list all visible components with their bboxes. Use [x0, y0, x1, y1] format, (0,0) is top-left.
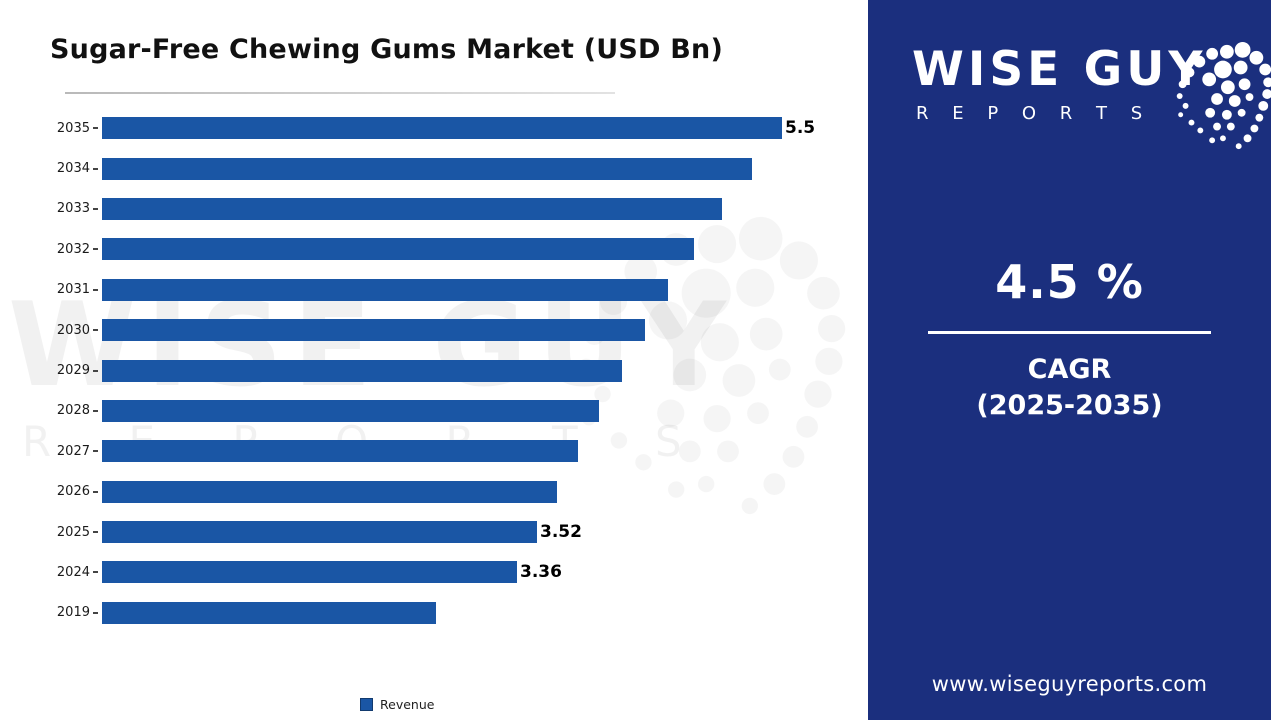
- bar-row: 2034: [50, 148, 850, 188]
- bar-value-label: 3.52: [540, 522, 582, 543]
- brand-subtitle: R E P O R T S: [916, 103, 1152, 124]
- y-axis-tick: [93, 611, 98, 614]
- bar-value-label: 3.36: [520, 562, 562, 583]
- revenue-bar-2030: [102, 319, 645, 342]
- y-axis-tick-label: 2025: [56, 524, 90, 540]
- y-axis-tick: [93, 409, 98, 412]
- legend-swatch: [360, 698, 373, 711]
- brand-logo: WISE GUY R E P O R T S: [912, 41, 1271, 158]
- y-axis-tick-label: 2024: [56, 564, 90, 580]
- y-axis-tick: [93, 490, 98, 493]
- y-axis-tick-label: 2034: [56, 161, 90, 177]
- bar-row: 2024 3.36: [50, 552, 850, 592]
- y-axis-tick: [93, 288, 98, 291]
- revenue-bar-2024: [102, 561, 517, 584]
- revenue-bar-2029: [102, 359, 622, 382]
- y-axis-tick-label: 2030: [56, 322, 90, 338]
- revenue-bar-2034: [102, 157, 752, 180]
- revenue-bar-2032: [102, 238, 694, 261]
- y-axis-tick-label: 2029: [56, 363, 90, 379]
- y-axis-tick: [93, 531, 98, 534]
- y-axis-tick-label: 2031: [56, 282, 90, 298]
- y-axis-tick-label: 2027: [56, 443, 90, 459]
- chart-title: Sugar-Free Chewing Gums Market (USD Bn): [50, 34, 723, 65]
- bar-row: 2027: [50, 431, 850, 471]
- revenue-bar-2026: [102, 480, 557, 503]
- cagr-label: CAGR (2025-2035): [868, 352, 1271, 425]
- cagr-value: 4.5 %: [995, 255, 1144, 309]
- y-axis-tick: [93, 127, 98, 130]
- chart-panel: WISE GUY R E P O R T S Sugar-Free Chewin…: [8, 34, 850, 712]
- bar-row: 2032: [50, 229, 850, 269]
- title-divider: [65, 92, 615, 94]
- y-axis-tick: [93, 369, 98, 372]
- y-axis-tick: [93, 207, 98, 210]
- cagr-label-line1: CAGR: [1027, 354, 1112, 385]
- website-url: www.wiseguyreports.com: [931, 672, 1208, 696]
- y-axis-tick-label: 2035: [56, 120, 90, 136]
- y-axis-tick: [93, 450, 98, 453]
- y-axis-tick: [93, 248, 98, 251]
- bar-row: 2029: [50, 350, 850, 390]
- revenue-bar-2027: [102, 440, 578, 463]
- y-axis-tick-label: 2032: [56, 241, 90, 257]
- revenue-bar-2031: [102, 278, 668, 301]
- cagr-divider: [928, 331, 1211, 334]
- y-axis-tick: [93, 571, 98, 574]
- revenue-bar-2028: [102, 399, 599, 422]
- cagr-label-line2: (2025-2035): [976, 390, 1163, 422]
- brand-name: WISE GUY: [912, 42, 1207, 97]
- bar-row: 2028: [50, 391, 850, 431]
- revenue-bar-2025: [102, 521, 537, 544]
- y-axis-tick-label: 2033: [56, 201, 90, 217]
- bar-row: 2033: [50, 189, 850, 229]
- bar-chart: 2035 5.5 2034 2033 2032 2031 2030 2029 2028 2027 2…: [50, 108, 850, 633]
- y-axis-tick: [93, 167, 98, 170]
- bar-row: 2025 3.52: [50, 512, 850, 552]
- bar-row: 2035 5.5: [50, 108, 850, 148]
- revenue-bar-2033: [102, 197, 722, 220]
- bar-row: 2030: [50, 310, 850, 350]
- legend: Revenue: [360, 697, 434, 712]
- brand-head-icon: [1177, 41, 1271, 150]
- bar-row: 2031: [50, 270, 850, 310]
- y-axis-tick-label: 2028: [56, 403, 90, 419]
- y-axis-tick-label: 2019: [56, 605, 90, 621]
- y-axis-tick-label: 2026: [56, 484, 90, 500]
- bar-value-label: 5.5: [785, 118, 816, 139]
- bar-row: 2026: [50, 472, 850, 512]
- legend-label: Revenue: [380, 697, 435, 712]
- cagr-block: 4.5 % CAGR (2025-2035): [868, 255, 1271, 425]
- sidebar: WISE GUY R E P O R T S 4.5 %: [868, 0, 1271, 720]
- revenue-bar-2019: [102, 601, 436, 624]
- revenue-bar-2035: [102, 117, 782, 140]
- y-axis-tick: [93, 329, 98, 332]
- brand-logo-text: WISE GUY R E P O R T S: [912, 46, 1206, 124]
- bar-row: 2019: [50, 593, 850, 633]
